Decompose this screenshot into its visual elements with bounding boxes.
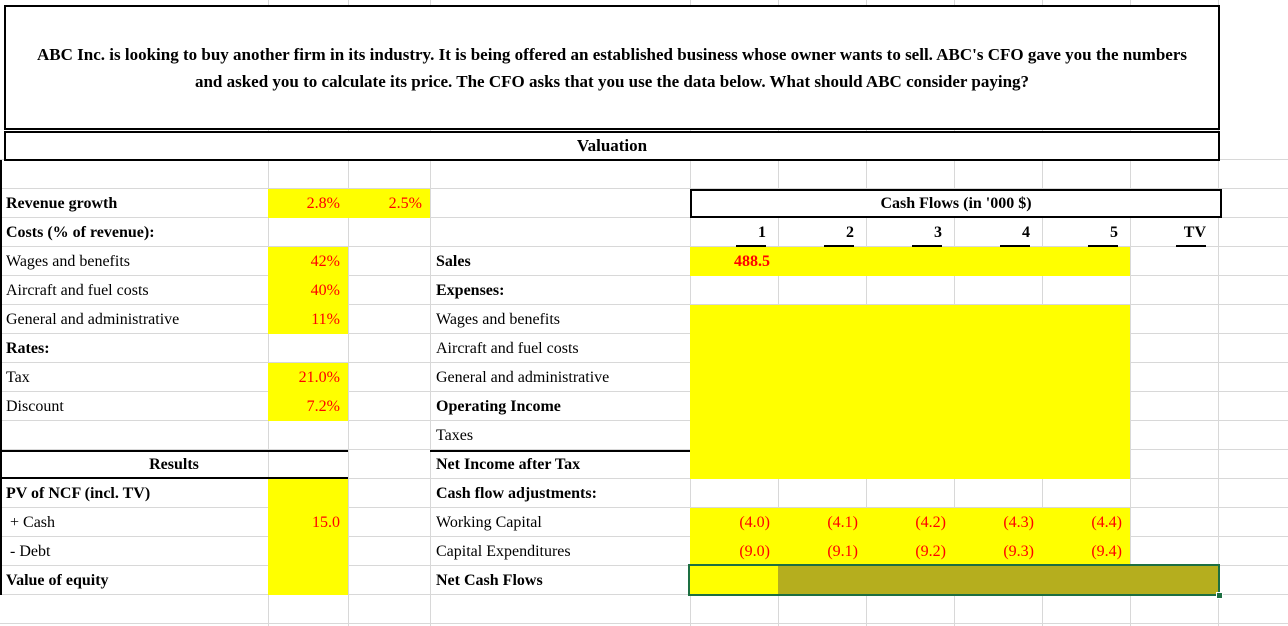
- results-title: Results: [149, 456, 199, 473]
- capex-y5[interactable]: (9.4): [1042, 537, 1130, 566]
- capex-y3[interactable]: (9.2): [866, 537, 954, 566]
- label-discount: Discount: [6, 398, 64, 415]
- net-cash-flows-selected-range[interactable]: [778, 566, 1218, 594]
- cash-input[interactable]: 15.0: [268, 508, 348, 537]
- col-header-5: 5: [1042, 218, 1130, 247]
- working-capital-label: Working Capital: [436, 514, 542, 531]
- intro-text: ABC Inc. is looking to buy another firm …: [37, 44, 1187, 91]
- capex-row-highlight[interactable]: [690, 537, 1130, 566]
- label-plus-cash: + Cash: [6, 514, 56, 531]
- selection-fill-handle[interactable]: [1216, 592, 1223, 599]
- capex-y4[interactable]: (9.3): [954, 537, 1042, 566]
- label-costs-header: Costs (% of revenue):: [6, 224, 155, 241]
- expenses-label: Expenses:: [436, 282, 505, 299]
- working-capital-y5[interactable]: (4.4): [1091, 514, 1122, 531]
- working-capital-y4[interactable]: (4.3): [1003, 514, 1034, 531]
- wages-cf-label: Wages and benefits: [436, 311, 560, 328]
- label-tax: Tax: [6, 369, 30, 386]
- working-capital-row-highlight[interactable]: [690, 508, 1130, 537]
- label-general: General and administrative: [6, 311, 180, 328]
- label-wages: Wages and benefits: [6, 253, 130, 270]
- sales-year1-value[interactable]: 488.5: [734, 253, 770, 270]
- capex-y2[interactable]: (9.1): [778, 537, 866, 566]
- col-header-4: 4: [954, 218, 1042, 247]
- discount-input[interactable]: 7.2%: [268, 392, 348, 421]
- general-cf-label: General and administrative: [436, 369, 610, 386]
- label-value-of-equity: Value of equity: [6, 572, 109, 589]
- debt-input[interactable]: 22.0: [268, 537, 348, 595]
- taxes-label: Taxes: [436, 427, 474, 444]
- results-header: Results: [0, 450, 348, 479]
- net-cash-flows-label: Net Cash Flows: [436, 572, 543, 589]
- label-revenue-growth: Revenue growth: [6, 195, 118, 212]
- col-header-3: 3: [866, 218, 954, 247]
- net-cash-flows-active-cell[interactable]: [690, 566, 778, 594]
- capex-label: Capital Expenditures: [436, 543, 571, 560]
- adjustments-label: Cash flow adjustments:: [436, 485, 597, 502]
- cashflows-title: Cash Flows (in '000 $): [880, 194, 1032, 212]
- expenses-input-block[interactable]: [690, 305, 1130, 479]
- operating-income-label: Operating Income: [436, 398, 561, 415]
- net-cash-flows-selection[interactable]: [688, 564, 1223, 599]
- col-header-2: 2: [778, 218, 866, 247]
- sales-row-highlight[interactable]: [690, 247, 1130, 276]
- general-input[interactable]: 11%: [268, 305, 348, 334]
- col-header-tv: TV: [1130, 218, 1218, 247]
- col-header-yrs15: Yrs. 1-5: [268, 160, 348, 218]
- capex-y1[interactable]: (9.0): [690, 537, 778, 566]
- revenue-growth-yrs-input[interactable]: 2.8%: [268, 189, 348, 218]
- intro-textbox: ABC Inc. is looking to buy another firm …: [4, 5, 1220, 130]
- wages-input[interactable]: 42%: [268, 247, 348, 276]
- label-rates-header: Rates:: [6, 340, 50, 357]
- revenue-growth-tv-input[interactable]: 2.5%: [348, 189, 430, 218]
- col-header-1: 1: [690, 218, 778, 247]
- working-capital-y3[interactable]: (4.2): [915, 514, 946, 531]
- net-income-top-border: [430, 450, 690, 452]
- valuation-title: Valuation: [576, 136, 648, 155]
- aircraft-input[interactable]: 40%: [268, 276, 348, 305]
- working-capital-y1[interactable]: (4.0): [739, 514, 770, 531]
- working-capital-y2[interactable]: (4.1): [827, 514, 858, 531]
- label-minus-debt: - Debt: [6, 543, 51, 560]
- label-aircraft: Aircraft and fuel costs: [6, 282, 149, 299]
- left-border-line: [0, 160, 2, 595]
- sales-label: Sales: [436, 253, 471, 270]
- tax-input[interactable]: 21.0%: [268, 363, 348, 392]
- net-income-label: Net Income after Tax: [436, 456, 581, 473]
- valuation-header: Valuation: [4, 131, 1220, 161]
- label-pv-ncf: PV of NCF (incl. TV): [6, 485, 151, 502]
- pv-ncf-cell[interactable]: [268, 479, 348, 508]
- aircraft-cf-label: Aircraft and fuel costs: [436, 340, 579, 357]
- equity-cell[interactable]: [268, 566, 348, 595]
- col-header-tv-left: TV: [348, 160, 430, 218]
- cashflows-header: Cash Flows (in '000 $): [690, 189, 1222, 218]
